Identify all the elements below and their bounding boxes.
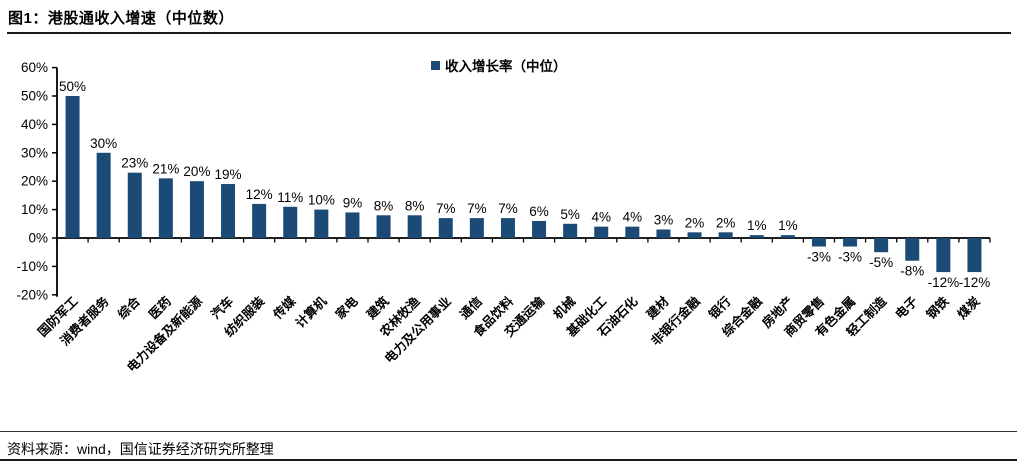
category-label: 医药 <box>146 293 175 322</box>
category-label: 钢铁 <box>923 293 952 322</box>
bar <box>283 206 298 238</box>
y-tick-label: 20% <box>21 174 48 189</box>
bar-value-label: -3% <box>807 250 831 265</box>
bar-value-label: 7% <box>467 201 487 216</box>
bar <box>500 218 515 238</box>
bar <box>656 229 671 238</box>
legend-label: 收入增长率（中位） <box>445 59 567 74</box>
bar-value-label: 30% <box>90 136 117 151</box>
bar <box>718 232 733 238</box>
category-label: 煤炭 <box>954 293 983 322</box>
bar-value-label: -3% <box>838 250 862 265</box>
bar-value-label: 21% <box>152 161 179 176</box>
y-tick-label: 60% <box>21 60 48 75</box>
bar <box>780 235 795 238</box>
bar <box>96 152 111 238</box>
bar <box>252 203 267 238</box>
y-tick-label: 10% <box>21 202 48 217</box>
bar-value-label: 8% <box>374 198 394 213</box>
category-label: 综合 <box>115 293 144 322</box>
bar <box>749 235 764 238</box>
category-label: 计算机 <box>292 293 329 330</box>
bar <box>314 209 329 238</box>
bar <box>65 96 80 238</box>
bar-value-label: 1% <box>747 218 767 233</box>
title-divider <box>7 32 1011 34</box>
bottom-divider <box>0 459 1017 461</box>
bar <box>563 223 578 238</box>
bar-value-label: 12% <box>246 187 273 202</box>
bar-value-label: 9% <box>343 195 363 210</box>
chart-legend: 收入增长率（中位） <box>431 55 567 75</box>
bar-chart: 60% 50% 40% 30% 20% 10% 0% -10% -20% 50% 国防军工 30% 消费… <box>0 40 1017 430</box>
category-label: 家电 <box>332 293 361 322</box>
bar <box>376 215 391 238</box>
bar-value-label: 7% <box>498 201 518 216</box>
bar <box>874 238 889 253</box>
bar <box>469 218 484 238</box>
category-label: 银行 <box>705 293 734 322</box>
bar <box>407 215 422 238</box>
bar-value-label: 8% <box>405 198 425 213</box>
bar-value-label: 5% <box>560 207 580 222</box>
bar <box>345 212 360 238</box>
y-tick-label: 40% <box>21 117 48 132</box>
bar-value-label: 6% <box>529 204 549 219</box>
bar-value-label: -5% <box>869 255 893 270</box>
bar-value-label: -12% <box>959 275 991 290</box>
bar <box>843 238 858 247</box>
bar-value-label: 23% <box>121 156 148 171</box>
figure-title: 图1：港股通收入增速（中位数） <box>8 10 234 27</box>
bar-chart-canvas: 60%50%40%30%20%10%0%-10%-20%50%国防军工30%消费… <box>16 60 991 375</box>
bar-value-label: 11% <box>277 190 303 205</box>
bar <box>936 238 951 273</box>
bar <box>532 220 547 238</box>
category-label: 建筑 <box>363 293 392 322</box>
bar-value-label: 20% <box>183 164 210 179</box>
bar-value-label: 10% <box>308 193 335 208</box>
bar-value-label: -8% <box>900 264 924 279</box>
y-tick-label: 50% <box>21 89 48 104</box>
bar <box>594 226 609 238</box>
y-tick-label: -10% <box>16 259 48 274</box>
bar-value-label: 7% <box>436 201 456 216</box>
bar <box>158 178 173 238</box>
bar <box>438 218 453 238</box>
bar <box>189 181 204 238</box>
bar-value-label: 50% <box>59 79 86 94</box>
category-label: 汽车 <box>208 293 237 322</box>
bar-value-label: 4% <box>623 210 643 225</box>
y-tick-label: 0% <box>28 231 48 246</box>
category-label: 电子 <box>892 293 921 322</box>
bar <box>687 232 702 238</box>
bar-value-label: -12% <box>928 275 960 290</box>
bar <box>811 238 826 247</box>
bar <box>127 172 142 238</box>
bar <box>221 184 236 238</box>
bar <box>905 238 920 261</box>
category-label: 建材 <box>643 293 672 322</box>
bar <box>625 226 640 238</box>
bar-value-label: 1% <box>778 218 798 233</box>
source-note: 资料来源：wind，国信证券经济研究所整理 <box>7 441 274 457</box>
y-tick-label: 30% <box>21 145 48 160</box>
bar-value-label: 3% <box>654 212 674 227</box>
source-divider <box>0 431 1017 432</box>
bar-value-label: 4% <box>591 210 611 225</box>
category-label: 通信 <box>457 293 486 322</box>
bar-value-label: 19% <box>215 167 242 182</box>
bar-value-label: 2% <box>716 215 736 230</box>
legend-swatch-icon <box>431 60 440 70</box>
bar-value-label: 2% <box>685 215 705 230</box>
category-label: 机械 <box>550 293 579 322</box>
bar <box>967 238 982 273</box>
y-tick-label: -20% <box>16 287 48 302</box>
